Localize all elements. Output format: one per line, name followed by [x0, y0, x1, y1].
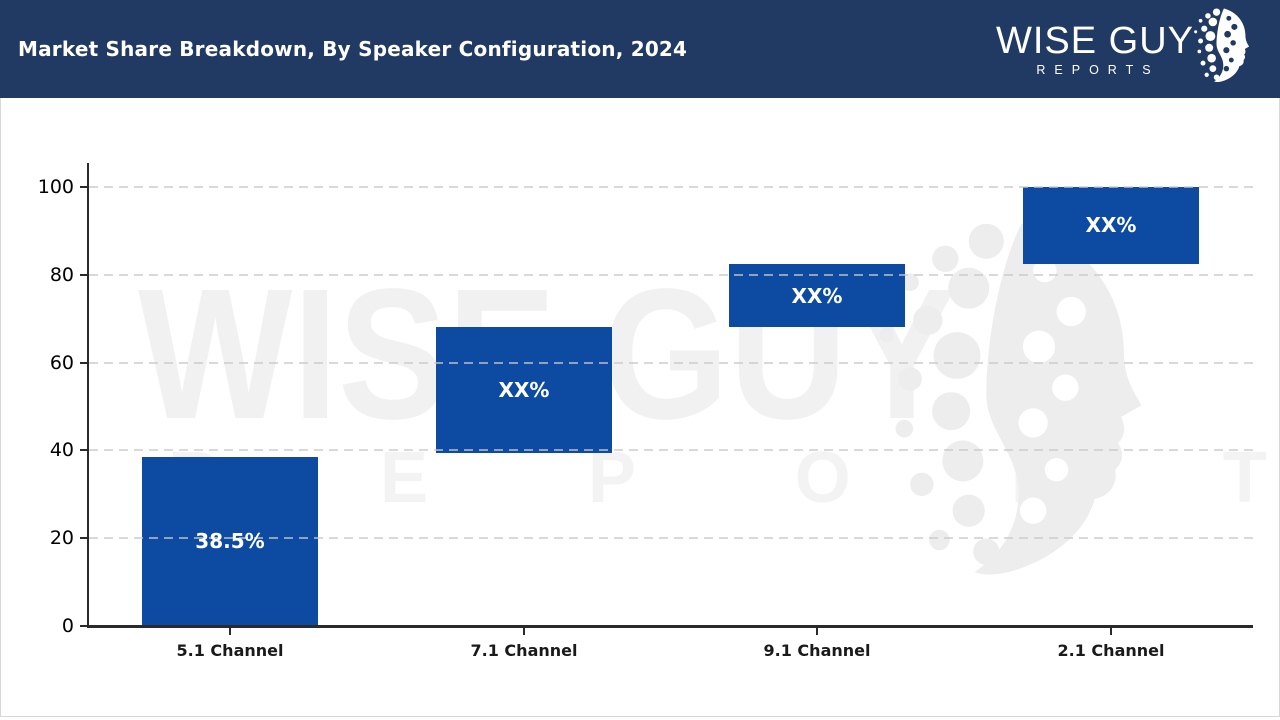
bar-value-label: XX% [791, 283, 843, 308]
bar-5.1-channel [142, 456, 318, 626]
x-tick-mark [816, 628, 818, 635]
y-tick-mark [80, 625, 89, 627]
watermark-reports-text: R E P O R T S [168, 438, 1280, 518]
y-tick-label: 40 [49, 439, 74, 462]
bar-value-label: XX% [1085, 213, 1137, 238]
bar-7.1-channel [436, 327, 612, 453]
gridline [89, 449, 1253, 452]
y-tick-label: 100 [37, 176, 74, 198]
gridline [89, 273, 1253, 276]
y-tick-label: 0 [61, 615, 74, 637]
y-tick-label: 60 [49, 351, 74, 374]
gridline [89, 186, 1253, 188]
x-tick-mark [1110, 628, 1112, 635]
header: Market Share Breakdown, By Speaker Confi… [0, 0, 1280, 98]
x-tick-mark [229, 628, 231, 635]
y-tick-mark [80, 449, 89, 452]
wiseguy-logo: WISE GUY REPORTS [996, 6, 1250, 92]
x-axis-label-9.1-channel: 9.1 Channel [763, 641, 871, 660]
y-tick-mark [80, 361, 89, 364]
y-axis-line [87, 163, 89, 628]
gridline [89, 361, 1253, 364]
x-tick-mark [523, 628, 525, 635]
bar-value-label: 38.5% [195, 529, 265, 554]
x-axis-label-2.1-channel: 2.1 Channel [1057, 641, 1165, 660]
logo-wordmark: WISE GUY [995, 19, 1194, 62]
chart-title: Market Share Breakdown, By Speaker Confi… [18, 37, 688, 61]
x-axis-line [87, 625, 1253, 628]
y-tick-mark [80, 273, 89, 276]
wiseguy-head-icon [1194, 8, 1250, 83]
y-tick-label: 80 [49, 263, 74, 286]
gridline [89, 537, 1253, 540]
bar-value-label: XX% [498, 378, 550, 403]
x-axis-label-7.1-channel: 7.1 Channel [470, 641, 578, 660]
x-axis-label-5.1-channel: 5.1 Channel [176, 641, 284, 660]
y-tick-mark [80, 186, 89, 188]
logo-text: WISE GUY REPORTS [996, 22, 1194, 77]
y-tick-label: 20 [49, 527, 74, 550]
logo-reports-label: REPORTS [1036, 62, 1160, 77]
y-tick-mark [80, 537, 89, 540]
